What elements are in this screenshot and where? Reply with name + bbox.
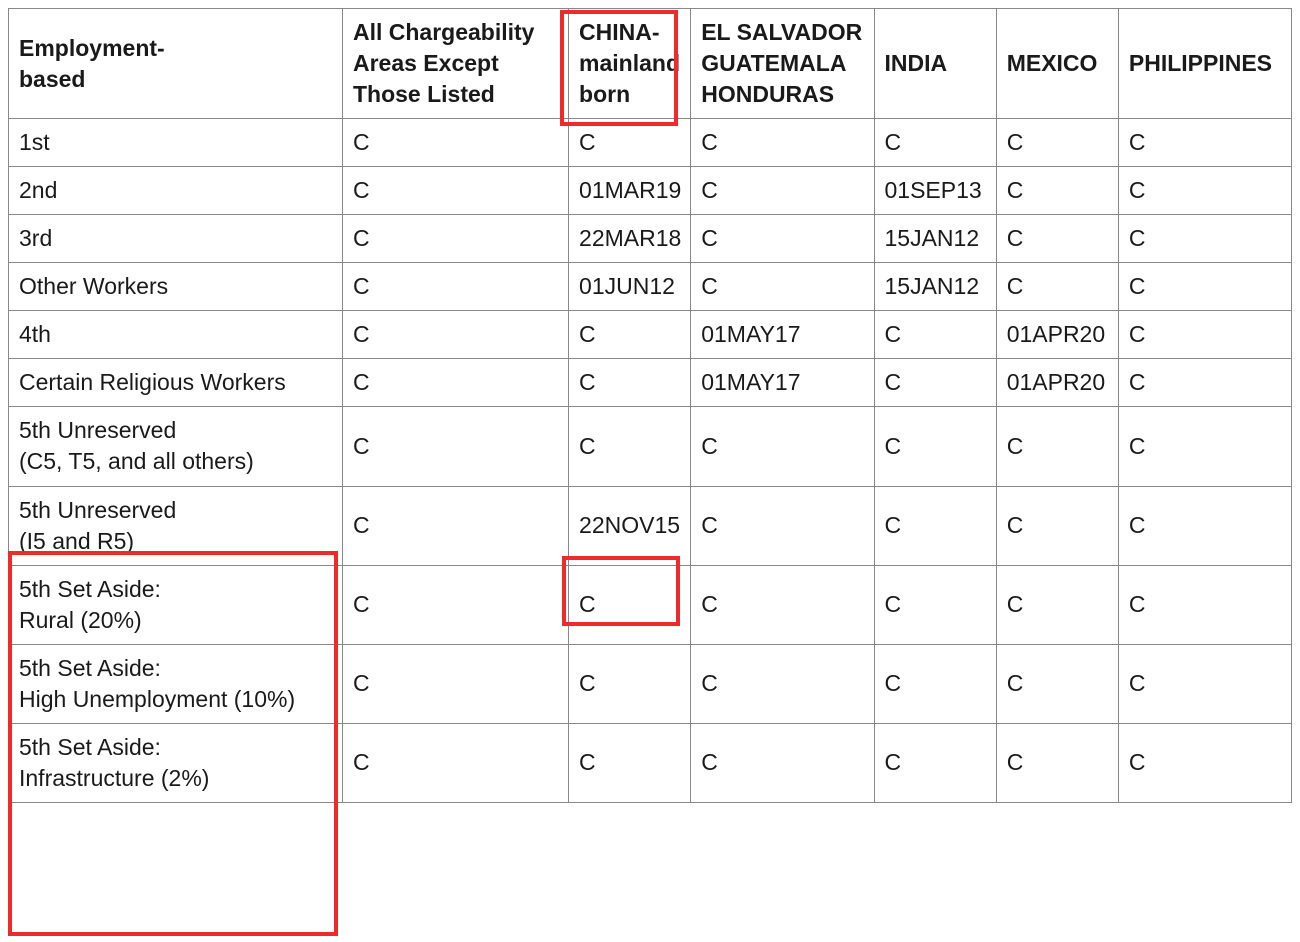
table-cell: 22NOV15	[569, 486, 691, 565]
table-row: 1st C C C C C C	[9, 119, 1292, 167]
table-cell: C	[342, 644, 568, 723]
row-label: 5th Set Aside:Rural (20%)	[9, 565, 343, 644]
table-cell: 01MAY17	[691, 359, 874, 407]
table-row: 2nd C 01MAR19 C 01SEP13 C C	[9, 167, 1292, 215]
table-row: 5th Set Aside:High Unemployment (10%) C …	[9, 644, 1292, 723]
table-cell: C	[1118, 167, 1291, 215]
table-cell: C	[569, 119, 691, 167]
table-cell: C	[691, 565, 874, 644]
table-cell: 01APR20	[996, 311, 1118, 359]
row-label: 5th Unreserved(C5, T5, and all others)	[9, 407, 343, 486]
table-cell: C	[1118, 359, 1291, 407]
table-cell: C	[569, 565, 691, 644]
table-cell: C	[342, 407, 568, 486]
table-cell: C	[569, 644, 691, 723]
visa-bulletin-table: Employment-based All Chargeability Areas…	[8, 8, 1292, 803]
table-cell: C	[1118, 263, 1291, 311]
table-cell: 15JAN12	[874, 263, 996, 311]
table-cell: C	[691, 215, 874, 263]
header-mexico: MEXICO	[996, 9, 1118, 119]
table-cell: C	[342, 359, 568, 407]
table-cell: C	[569, 723, 691, 802]
row-label: 4th	[9, 311, 343, 359]
row-label: Other Workers	[9, 263, 343, 311]
table-cell: C	[996, 486, 1118, 565]
table-cell: C	[342, 565, 568, 644]
table-cell: C	[569, 311, 691, 359]
table-cell: C	[342, 486, 568, 565]
header-el-salvador-guatemala-honduras: EL SALVADOR GUATEMALA HONDURAS	[691, 9, 874, 119]
table-cell: C	[996, 565, 1118, 644]
table-cell: 15JAN12	[874, 215, 996, 263]
header-china-mainland: CHINA-mainland born	[569, 9, 691, 119]
table-cell: C	[996, 167, 1118, 215]
table-cell: C	[342, 311, 568, 359]
table-cell: C	[691, 407, 874, 486]
table-cell: C	[1118, 644, 1291, 723]
table-cell: C	[874, 565, 996, 644]
table-cell: C	[874, 486, 996, 565]
table-cell: C	[874, 311, 996, 359]
table-cell: C	[996, 723, 1118, 802]
header-all-chargeability: All Chargeability Areas Except Those Lis…	[342, 9, 568, 119]
table-row: 3rd C 22MAR18 C 15JAN12 C C	[9, 215, 1292, 263]
table-cell: C	[1118, 215, 1291, 263]
table-row: 5th Set Aside:Infrastructure (2%) C C C …	[9, 723, 1292, 802]
table-cell: 22MAR18	[569, 215, 691, 263]
table-cell: C	[1118, 311, 1291, 359]
table-cell: C	[1118, 486, 1291, 565]
table-row: 5th Set Aside:Rural (20%) C C C C C C	[9, 565, 1292, 644]
row-label: 5th Set Aside:Infrastructure (2%)	[9, 723, 343, 802]
header-india: INDIA	[874, 9, 996, 119]
table-cell: 01JUN12	[569, 263, 691, 311]
table-cell: 01SEP13	[874, 167, 996, 215]
table-cell: C	[342, 723, 568, 802]
header-employment-based: Employment-based	[9, 9, 343, 119]
table-cell: C	[874, 723, 996, 802]
row-label: 3rd	[9, 215, 343, 263]
table-cell: C	[342, 263, 568, 311]
table-cell: 01MAR19	[569, 167, 691, 215]
table-cell: C	[569, 359, 691, 407]
table-row: Certain Religious Workers C C 01MAY17 C …	[9, 359, 1292, 407]
table-cell: C	[996, 119, 1118, 167]
table-cell: C	[1118, 119, 1291, 167]
row-label: 5th Unreserved(I5 and R5)	[9, 486, 343, 565]
table-row: Other Workers C 01JUN12 C 15JAN12 C C	[9, 263, 1292, 311]
table-row: 5th Unreserved(C5, T5, and all others) C…	[9, 407, 1292, 486]
row-label: 2nd	[9, 167, 343, 215]
table-cell: C	[342, 215, 568, 263]
table-cell: C	[691, 167, 874, 215]
table-cell: C	[1118, 565, 1291, 644]
table-cell: C	[691, 723, 874, 802]
table-cell: C	[691, 644, 874, 723]
table-cell: C	[874, 407, 996, 486]
table-cell: C	[996, 215, 1118, 263]
row-label: Certain Religious Workers	[9, 359, 343, 407]
table-cell: C	[874, 119, 996, 167]
table-cell: C	[1118, 723, 1291, 802]
table-body: 1st C C C C C C 2nd C 01MAR19 C 01SEP13 …	[9, 119, 1292, 803]
table-cell: C	[342, 167, 568, 215]
table-cell: 01APR20	[996, 359, 1118, 407]
header-philippines: PHILIPPINES	[1118, 9, 1291, 119]
table-cell: C	[1118, 407, 1291, 486]
row-label: 5th Set Aside:High Unemployment (10%)	[9, 644, 343, 723]
table-cell: C	[342, 119, 568, 167]
header-row: Employment-based All Chargeability Areas…	[9, 9, 1292, 119]
table-cell: C	[874, 644, 996, 723]
table-cell: C	[996, 407, 1118, 486]
table-cell: C	[996, 644, 1118, 723]
table-cell: C	[996, 263, 1118, 311]
table-row: 4th C C 01MAY17 C 01APR20 C	[9, 311, 1292, 359]
table-cell: C	[691, 119, 874, 167]
table-cell: C	[691, 486, 874, 565]
table-cell: C	[691, 263, 874, 311]
row-label: 1st	[9, 119, 343, 167]
table-row: 5th Unreserved(I5 and R5) C 22NOV15 C C …	[9, 486, 1292, 565]
table-cell: C	[874, 359, 996, 407]
table-wrapper: Employment-based All Chargeability Areas…	[8, 8, 1292, 803]
table-cell: 01MAY17	[691, 311, 874, 359]
table-cell: C	[569, 407, 691, 486]
